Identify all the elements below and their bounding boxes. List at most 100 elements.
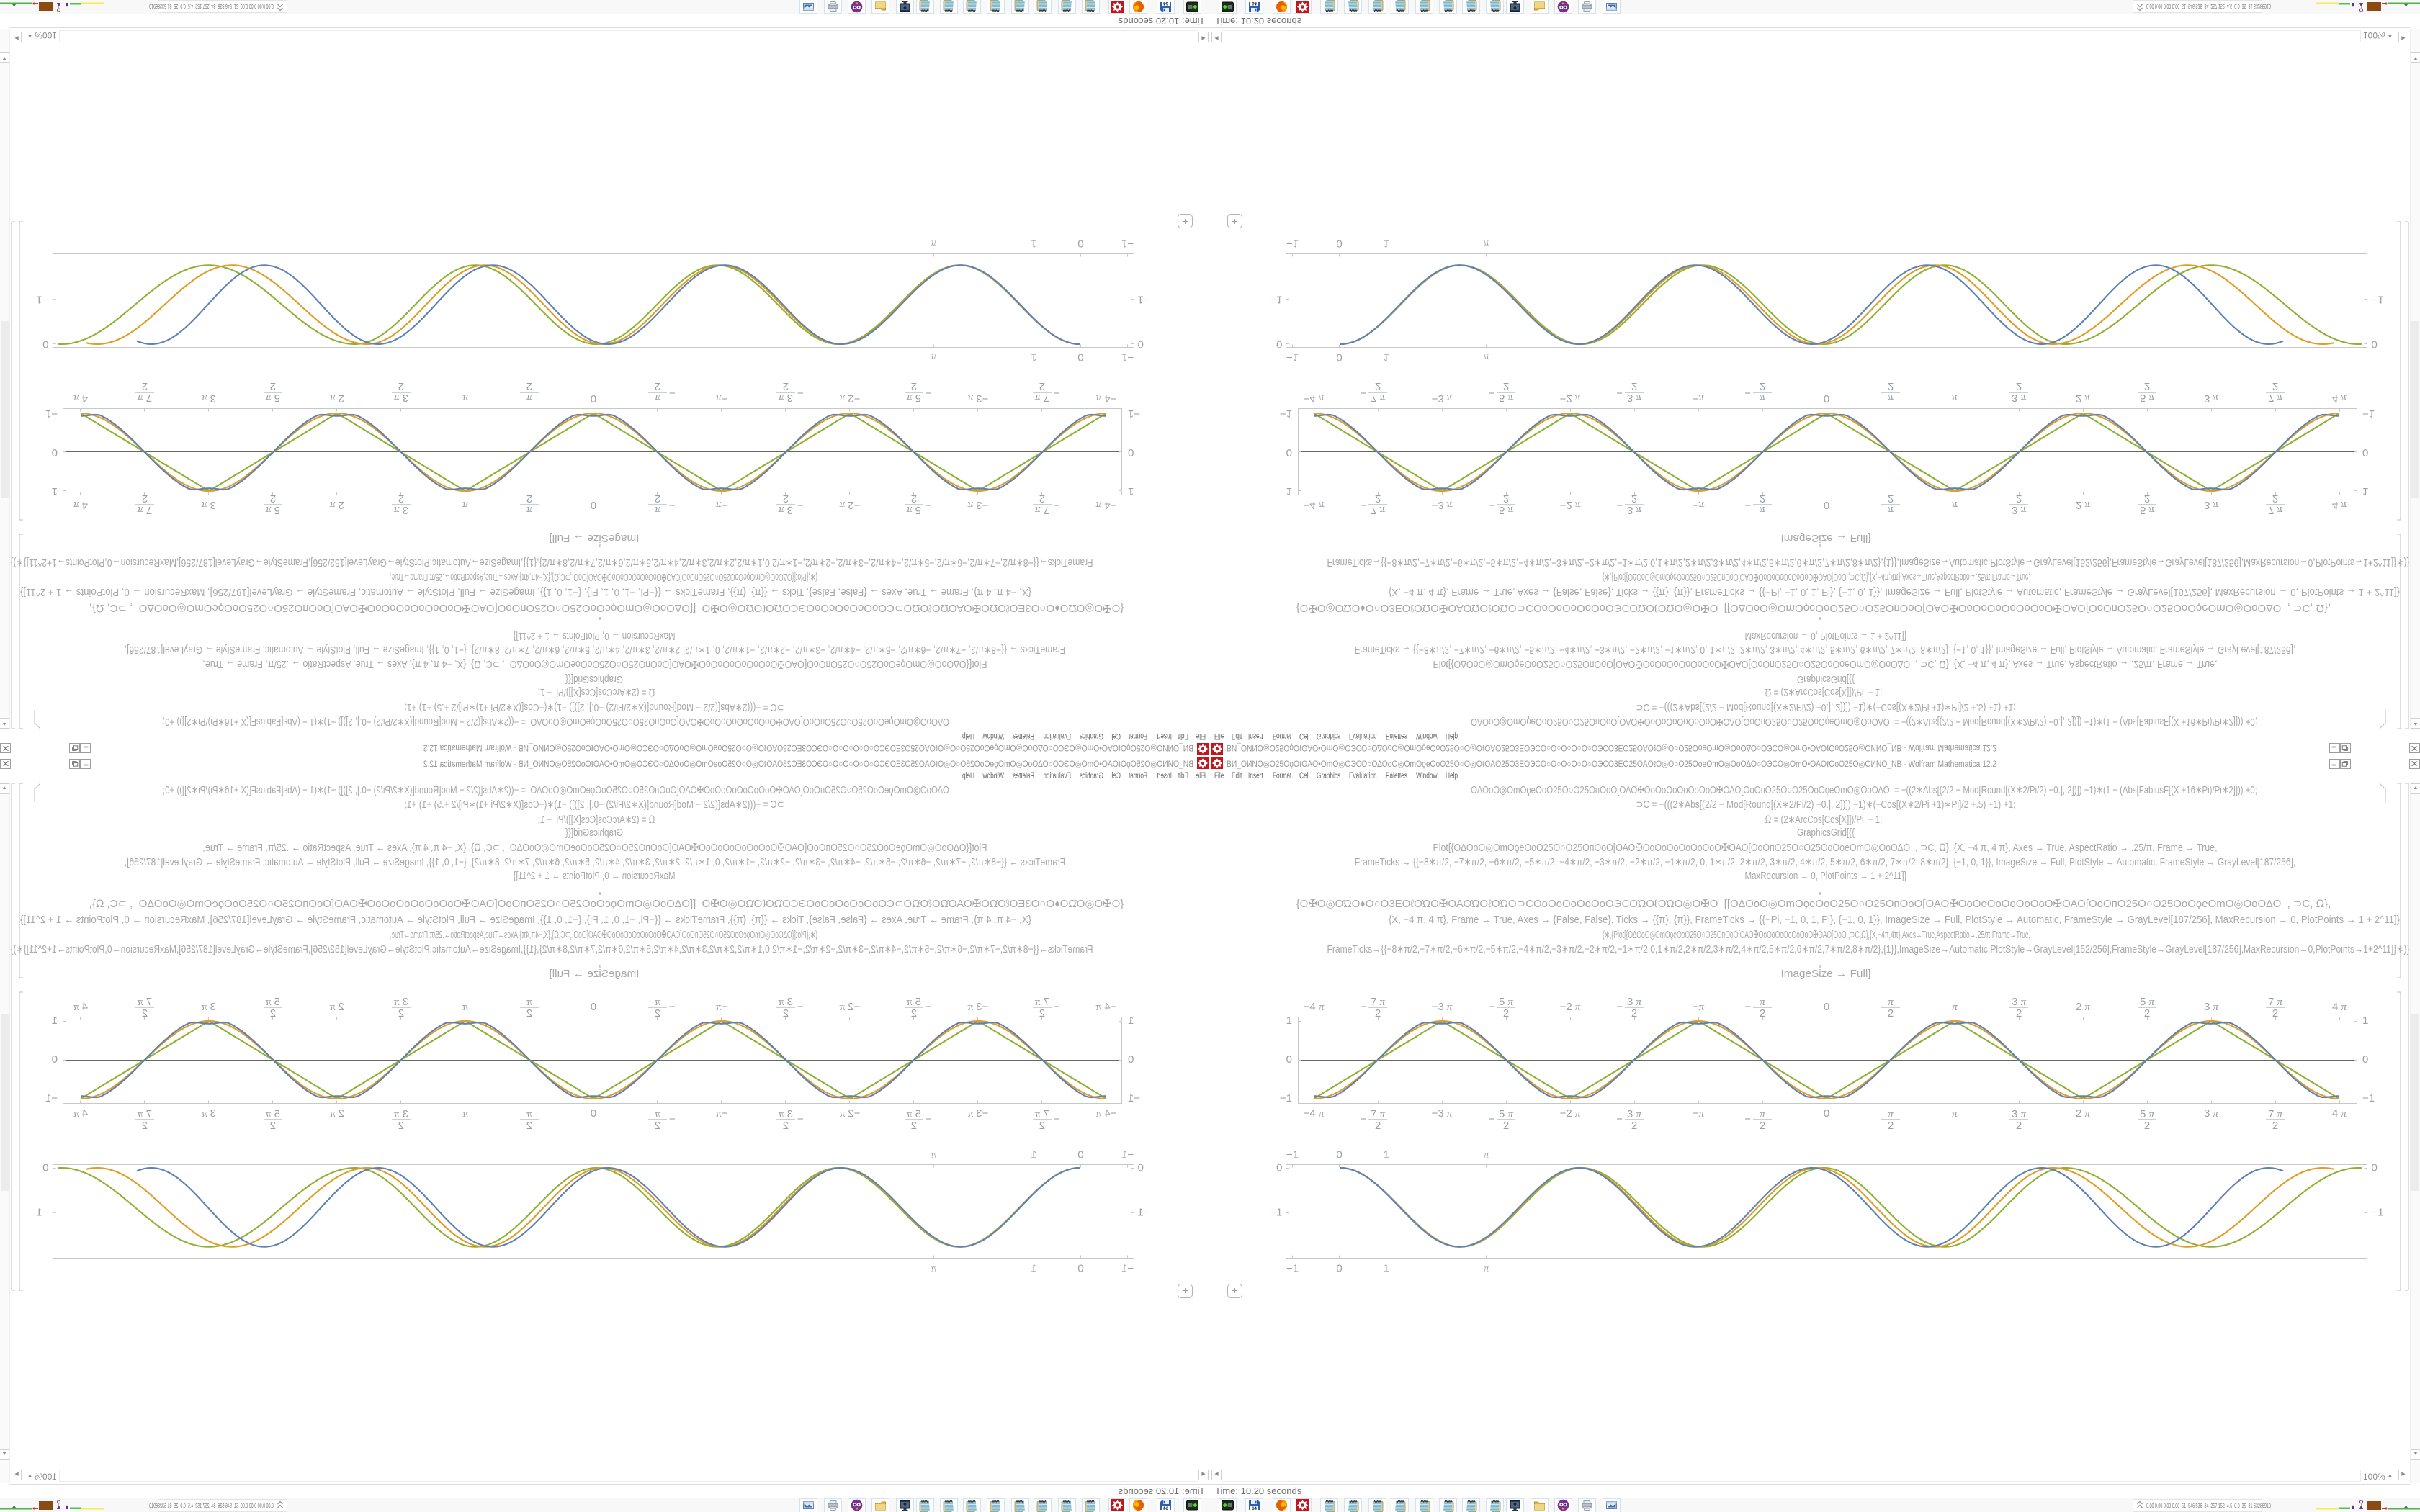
svg-text:−1: −1 xyxy=(45,1092,58,1104)
svg-text:0: 0 xyxy=(2362,446,2368,459)
svg-text:−: − xyxy=(1488,499,1494,511)
svg-text:0: 0 xyxy=(591,499,596,511)
svg-text:2: 2 xyxy=(526,1007,532,1020)
svg-text:1: 1 xyxy=(1383,238,1389,250)
svg-text:−4 π: −4 π xyxy=(1095,1001,1116,1013)
svg-text:−1: −1 xyxy=(1280,408,1292,420)
svg-text:0: 0 xyxy=(1138,1162,1144,1174)
svg-text:π: π xyxy=(931,1264,936,1275)
svg-text:−: − xyxy=(1054,1001,1060,1013)
svg-text:−π: −π xyxy=(1693,499,1705,511)
svg-text:5 π: 5 π xyxy=(1499,504,1514,516)
svg-text:π: π xyxy=(526,996,532,1008)
svg-text:5 π: 5 π xyxy=(907,504,922,516)
svg-text:−π: −π xyxy=(1693,392,1705,405)
svg-text:2: 2 xyxy=(783,380,789,392)
svg-text:3 π: 3 π xyxy=(2012,504,2027,516)
svg-text:7 π: 7 π xyxy=(1371,996,1386,1008)
svg-text:−3 π: −3 π xyxy=(1432,499,1453,511)
svg-text:−3 π: −3 π xyxy=(967,1001,988,1013)
svg-text:π: π xyxy=(655,504,660,516)
svg-text:1: 1 xyxy=(1031,351,1036,364)
svg-text:−: − xyxy=(669,1113,676,1125)
svg-text:4 π: 4 π xyxy=(73,1001,89,1013)
svg-text:2: 2 xyxy=(1375,380,1381,392)
svg-text:3 π: 3 π xyxy=(394,1108,409,1120)
svg-text:π: π xyxy=(1760,996,1765,1008)
svg-text:−: − xyxy=(1616,1113,1623,1125)
svg-text:−1: −1 xyxy=(45,408,58,420)
svg-text:7 π: 7 π xyxy=(1371,1108,1386,1120)
svg-text:0: 0 xyxy=(52,1053,58,1066)
svg-text:2 π: 2 π xyxy=(2076,1107,2091,1120)
svg-text:5 π: 5 π xyxy=(266,996,281,1008)
svg-text:−π: −π xyxy=(715,1107,727,1120)
svg-text:2: 2 xyxy=(911,1007,917,1020)
svg-text:−3 π: −3 π xyxy=(1432,392,1453,405)
svg-text:0: 0 xyxy=(1276,1162,1282,1174)
svg-text:−4 π: −4 π xyxy=(1304,392,1325,405)
svg-text:−1: −1 xyxy=(1121,1149,1134,1161)
svg-text:0: 0 xyxy=(1824,392,1829,405)
svg-text:2: 2 xyxy=(655,380,660,392)
svg-text:−: − xyxy=(1360,1001,1366,1013)
svg-text:π: π xyxy=(526,504,532,516)
svg-text:2: 2 xyxy=(1888,1120,1894,1132)
svg-text:−1: −1 xyxy=(1128,408,1140,420)
svg-text:2 π: 2 π xyxy=(330,499,345,511)
svg-text:2 π: 2 π xyxy=(2076,392,2091,405)
svg-text:2: 2 xyxy=(142,1007,148,1020)
svg-text:0: 0 xyxy=(1824,1107,1829,1120)
svg-text:−2 π: −2 π xyxy=(839,1107,860,1120)
svg-text:1: 1 xyxy=(1031,1149,1036,1161)
svg-text:−1: −1 xyxy=(36,1207,48,1219)
svg-text:2: 2 xyxy=(1760,1120,1765,1132)
svg-text:2: 2 xyxy=(655,492,660,505)
svg-text:2: 2 xyxy=(1631,1007,1637,1020)
svg-text:−1: −1 xyxy=(2362,1092,2375,1104)
svg-text:7 π: 7 π xyxy=(2268,1108,2283,1120)
svg-text:−1: −1 xyxy=(1280,1092,1292,1104)
svg-text:2: 2 xyxy=(398,380,404,392)
svg-text:−3 π: −3 π xyxy=(1432,1001,1453,1013)
svg-text:2: 2 xyxy=(270,1120,276,1132)
svg-text:2: 2 xyxy=(2144,1120,2150,1132)
svg-text:π: π xyxy=(931,238,936,249)
svg-text:π: π xyxy=(462,1108,468,1120)
svg-text:64: 64 xyxy=(1163,1,1168,5)
svg-text:4 π: 4 π xyxy=(2332,392,2347,405)
svg-text:2: 2 xyxy=(398,1120,404,1132)
svg-text:−π: −π xyxy=(715,1001,727,1013)
svg-text:π: π xyxy=(462,392,468,404)
svg-text:2: 2 xyxy=(1039,1007,1045,1020)
svg-text:−: − xyxy=(1360,387,1366,399)
svg-text:0: 0 xyxy=(1138,338,1144,351)
svg-text:−: − xyxy=(797,387,804,399)
svg-text:0: 0 xyxy=(1077,351,1083,364)
svg-text:2: 2 xyxy=(2272,1120,2278,1132)
svg-text:7 π: 7 π xyxy=(2268,392,2283,404)
svg-text:3 π: 3 π xyxy=(394,996,409,1008)
svg-text:−: − xyxy=(1488,1001,1494,1013)
svg-text:0: 0 xyxy=(1077,1263,1083,1275)
svg-text:2: 2 xyxy=(142,1120,148,1132)
svg-text:2: 2 xyxy=(911,1120,917,1132)
svg-text:5 π: 5 π xyxy=(266,1108,281,1120)
svg-text:2: 2 xyxy=(1631,1120,1637,1132)
svg-text:2: 2 xyxy=(1631,380,1637,392)
svg-text:7 π: 7 π xyxy=(138,504,153,516)
svg-text:−2 π: −2 π xyxy=(839,1001,860,1013)
svg-text:3 π: 3 π xyxy=(779,996,794,1008)
svg-text:7 π: 7 π xyxy=(1035,1108,1050,1120)
svg-text:π: π xyxy=(1888,996,1894,1008)
svg-text:2: 2 xyxy=(526,380,532,392)
svg-text:2: 2 xyxy=(655,1007,660,1020)
svg-text:7 π: 7 π xyxy=(138,1108,153,1120)
svg-text:−4 π: −4 π xyxy=(1304,1001,1325,1013)
svg-text:2: 2 xyxy=(526,492,532,505)
svg-text:−1: −1 xyxy=(1286,1149,1299,1161)
svg-text:3 π: 3 π xyxy=(1627,392,1642,404)
svg-text:−2 π: −2 π xyxy=(839,499,860,511)
svg-text:−1: −1 xyxy=(1121,238,1134,250)
svg-text:3 π: 3 π xyxy=(202,1001,217,1013)
